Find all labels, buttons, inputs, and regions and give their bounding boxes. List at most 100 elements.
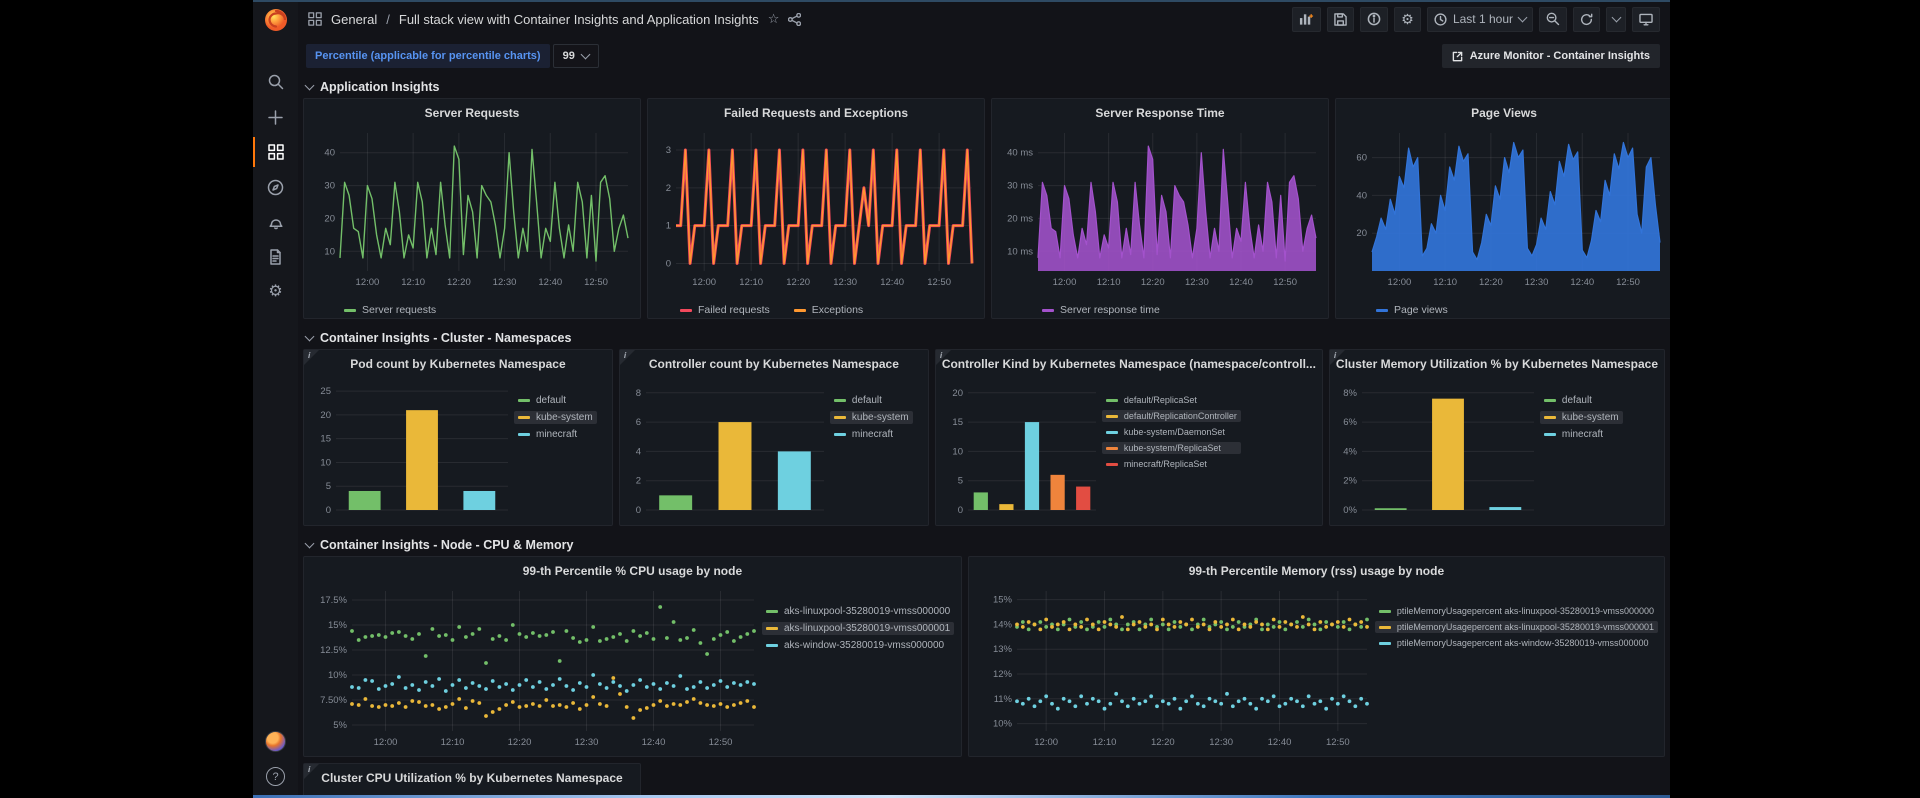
panel-body: 0 5 10 15 20 25 default kube-system minecraft [310, 376, 606, 525]
pod-count-chart: 0 5 10 15 20 25 [320, 386, 508, 516]
dashboard-settings-button[interactable]: ⚙ [1393, 6, 1421, 32]
legend-item[interactable]: kube-system [1539, 411, 1623, 424]
svg-text:12:30: 12:30 [833, 277, 857, 288]
dashboard-title[interactable]: Full stack view with Container Insights … [398, 11, 759, 27]
panel-pod-count[interactable]: i Pod count by Kubernetes Namespace 0 5 10… [303, 349, 613, 526]
panel-server-response-time[interactable]: Server Response Time 10 ms 20 ms 30 ms 40 m… [991, 98, 1329, 319]
legend-item[interactable]: kube-system/ReplicaSet [1101, 442, 1241, 454]
svg-text:12:10: 12:10 [1433, 277, 1457, 288]
panel-cluster-memory-utilization[interactable]: i Cluster Memory Utilization % by Kubern… [1328, 349, 1666, 526]
panel-row-1: Server Requests 10 20 30 40 12:00 12:10 12:20 1… [303, 98, 1670, 319]
legend-item[interactable]: kube-system [514, 411, 597, 424]
help-icon[interactable]: ? [266, 767, 285, 786]
user-avatar[interactable] [265, 731, 286, 752]
panel-controller-count[interactable]: i Controller count by Kubernetes Namespa… [618, 349, 929, 526]
section-header-cluster-namespaces[interactable]: Container Insights - Cluster - Namespace… [304, 331, 1665, 345]
refresh-button[interactable] [1573, 6, 1600, 32]
svg-text:12:40: 12:40 [880, 277, 904, 288]
add-panel-button[interactable] [1291, 6, 1321, 32]
legend-item[interactable]: ptileMemoryUsagepercent aks-window-35280… [1375, 637, 1658, 649]
legend-item[interactable]: minecraft [1540, 428, 1623, 441]
panel-cluster-cpu-utilization[interactable]: i Cluster CPU Utilization % by Kubernete… [303, 763, 641, 798]
zoom-out-button[interactable] [1539, 6, 1567, 32]
legend-item[interactable]: minecraft [514, 428, 597, 441]
legend-label: default [851, 395, 882, 406]
panel-info-corner[interactable] [619, 350, 635, 365]
legend-item[interactable]: default/ReplicaSet [1102, 394, 1241, 406]
svg-text:5%: 5% [333, 720, 347, 731]
legend-item[interactable]: kube-system [829, 411, 913, 424]
legend-label: ptileMemoryUsagepercent aks-linuxpool-35… [1396, 622, 1654, 632]
legend-item[interactable]: minecraft [830, 428, 913, 441]
legend-item[interactable]: kube-system/DaemonSet [1102, 426, 1241, 438]
legend-label: kube-system/DaemonSet [1123, 427, 1225, 437]
refresh-interval-button[interactable] [1606, 6, 1626, 32]
time-range-picker[interactable]: Last 1 hour [1426, 6, 1533, 32]
sidebar: ⚙ ? [253, 2, 298, 798]
sidebar-item-explore[interactable] [253, 176, 298, 198]
legend-item[interactable]: Exceptions [790, 303, 867, 317]
star-icon[interactable]: ☆ [767, 11, 780, 26]
legend-item[interactable]: default [830, 394, 913, 407]
chevron-down-icon [304, 331, 315, 342]
legend-item[interactable]: aks-window-35280019-vmss000000 [762, 639, 954, 652]
breadcrumb-folder[interactable]: General [331, 11, 378, 27]
legend-item[interactable]: minecraft/ReplicaSet [1102, 458, 1241, 470]
panel-cpu-usage-by-node[interactable]: 99-th Percentile % CPU usage by node 5% 7… [303, 556, 962, 757]
share-icon[interactable] [788, 12, 802, 26]
save-dashboard-button[interactable] [1326, 6, 1354, 32]
svg-text:12:10: 12:10 [1092, 737, 1116, 748]
legend-swatch [518, 399, 530, 402]
svg-text:15%: 15% [328, 620, 348, 631]
svg-text:12.5%: 12.5% [320, 645, 347, 656]
sidebar-item-alerting[interactable] [253, 211, 298, 233]
info-circle-icon [1367, 12, 1381, 26]
panel-info-corner[interactable] [1329, 350, 1345, 365]
svg-text:12:20: 12:20 [1151, 737, 1175, 748]
legend-item[interactable]: default [1540, 394, 1623, 407]
variable-value-dropdown[interactable]: 99 [552, 44, 599, 68]
legend-swatch [793, 308, 806, 312]
template-variable: Percentile (applicable for percentile ch… [306, 44, 599, 68]
cycle-view-button[interactable] [1632, 6, 1660, 32]
add-panel-icon [1299, 14, 1314, 25]
dashboard-insights-button[interactable] [1359, 6, 1388, 32]
panel-info-corner[interactable] [304, 764, 319, 779]
panel-server-requests[interactable]: Server Requests 10 20 30 40 12:00 12:10 12:20 1… [303, 98, 641, 319]
legend-item[interactable]: aks-linuxpool-35280019-vmss000000 [762, 605, 954, 618]
legend-item[interactable]: Server requests [340, 303, 440, 317]
sidebar-item-create[interactable] [253, 106, 298, 128]
legend-item[interactable]: default/ReplicationController [1101, 410, 1241, 422]
panel-memory-usage-by-node[interactable]: 99-th Percentile Memory (rss) usage by n… [967, 556, 1665, 757]
legend-label: Page views [1394, 304, 1448, 316]
sidebar-item-dashboards[interactable] [253, 137, 298, 167]
sidebar-item-configuration[interactable]: ⚙ [253, 281, 298, 303]
svg-text:20: 20 [324, 213, 335, 224]
legend-item[interactable]: Server response time [1038, 303, 1164, 317]
panel-title: Cluster CPU Utilization % by Kubernetes … [321, 771, 623, 785]
legend-item[interactable]: Failed requests [676, 303, 774, 317]
legend-item[interactable]: Page views [1372, 303, 1452, 317]
section-header-node-cpu-memory[interactable]: Container Insights - Node - CPU & Memory [304, 538, 1665, 552]
svg-text:12:00: 12:00 [356, 277, 380, 288]
sidebar-item-docs[interactable] [253, 246, 298, 268]
azure-monitor-link[interactable]: Azure Monitor - Container Insights [1441, 44, 1660, 68]
page-views-chart: 20 40 60 12:00 12:10 12:20 12:30 12:40 12:50 [1356, 133, 1661, 288]
panel-info-corner[interactable] [304, 350, 319, 365]
legend-item[interactable]: aks-linuxpool-35280019-vmss000001 [762, 622, 955, 635]
legend-item[interactable]: ptileMemoryUsagepercent aks-linuxpool-35… [1374, 621, 1658, 633]
panel-controller-kind[interactable]: i Controller Kind by Kubernetes Namespac… [934, 349, 1323, 526]
legend-item[interactable]: default [514, 394, 597, 407]
svg-text:0: 0 [326, 505, 331, 516]
svg-text:17.5%: 17.5% [320, 595, 347, 606]
sidebar-item-search[interactable] [253, 71, 298, 93]
info-icon: i [623, 350, 627, 360]
panel-info-corner[interactable] [935, 350, 951, 365]
panel-failed-requests[interactable]: Failed Requests and Exceptions 0 1 2 3 12:00… [647, 98, 985, 319]
legend-item[interactable]: ptileMemoryUsagepercent aks-linuxpool-35… [1375, 605, 1658, 617]
panel-page-views[interactable]: Page Views 20 40 60 12:00 12:10 12:20 12:30 12:… [1335, 98, 1670, 319]
panel-title: Page Views [1471, 106, 1537, 120]
grafana-logo[interactable] [263, 7, 289, 33]
svg-text:7.50%: 7.50% [320, 695, 347, 706]
section-header-application-insights[interactable]: Application Insights [304, 80, 1665, 94]
